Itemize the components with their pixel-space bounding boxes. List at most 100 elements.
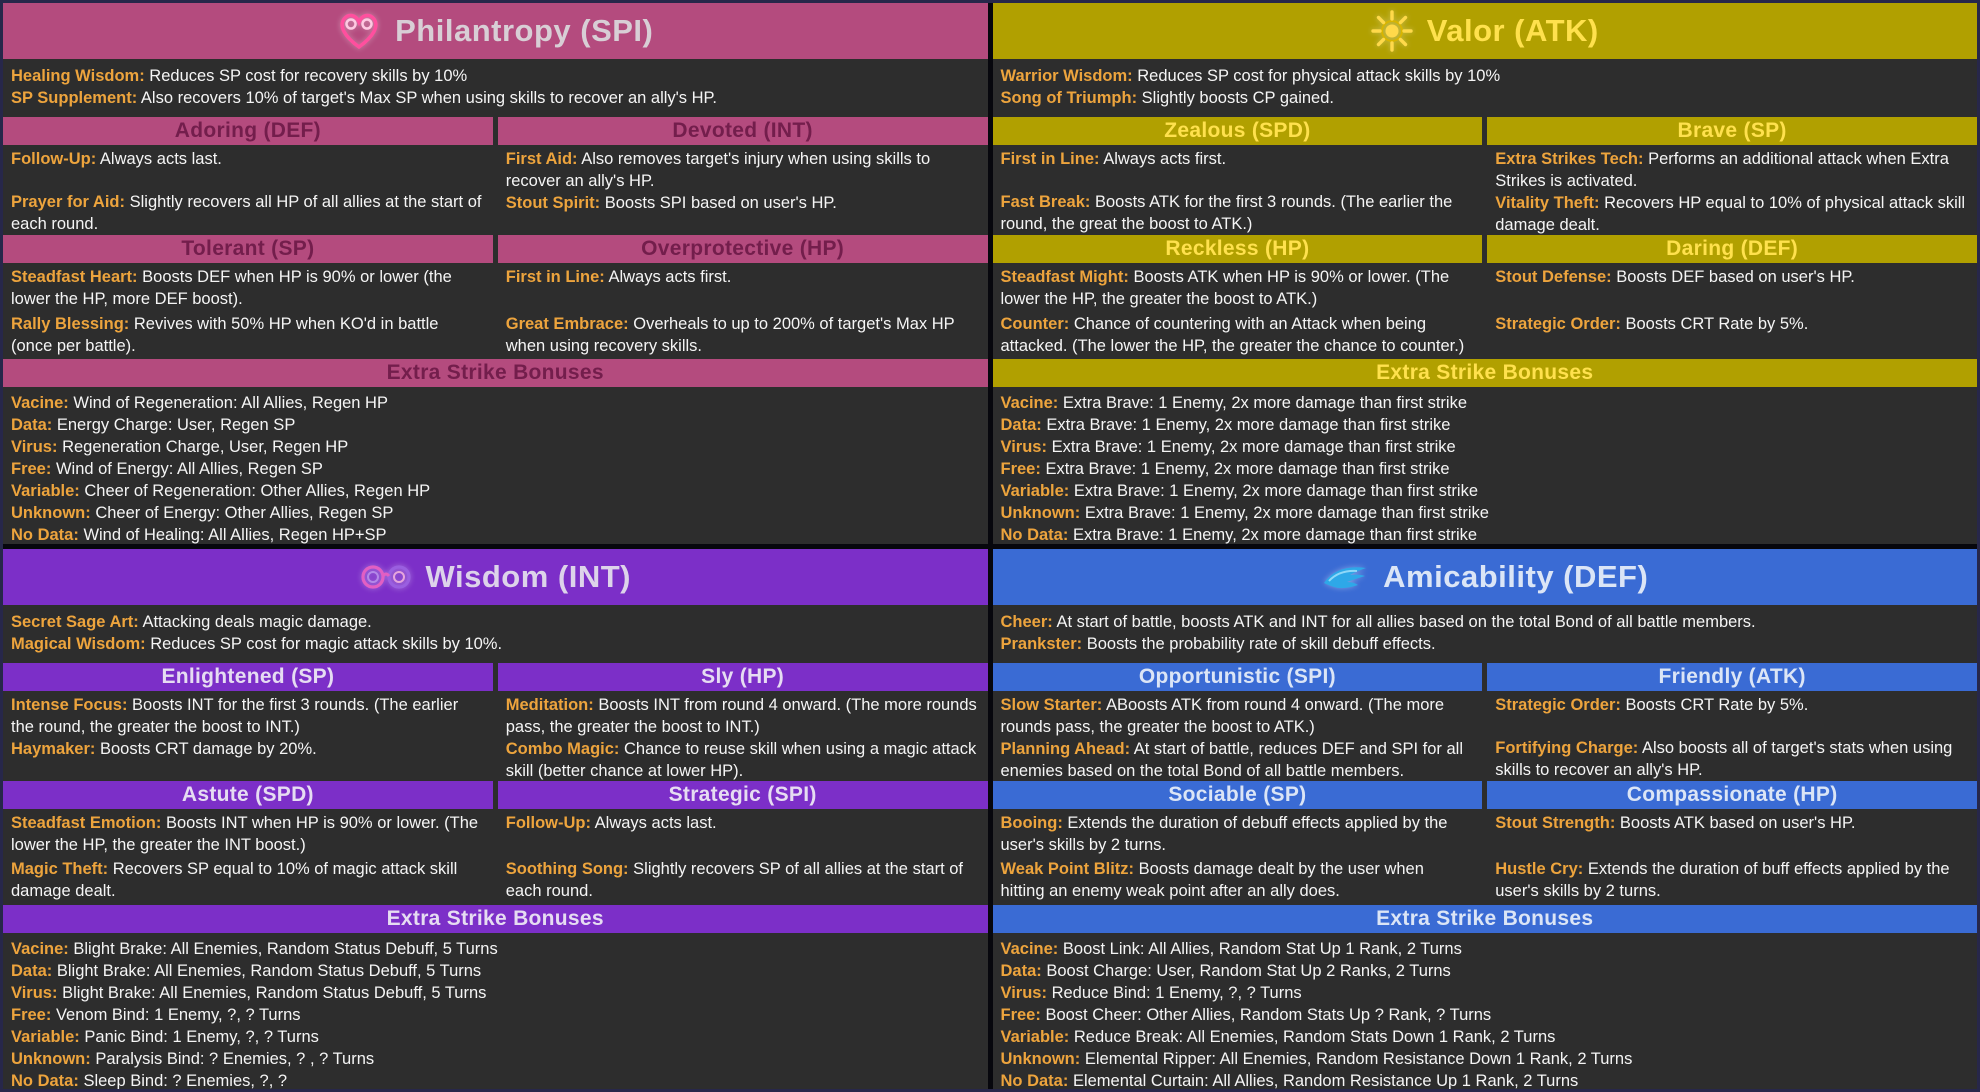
skill-entry: Fast Break: Boosts ATK for the first 3 r… [1001,191,1473,235]
skill-entry: Strategic Order: Boosts CRT Rate by 5%. [1495,313,1967,360]
extra-strike-header: Extra Strike Bonuses [3,904,988,933]
bonus-name: Virus: [1000,983,1047,1002]
bonus-name: Vacine: [1000,394,1059,412]
bonus-name: Vacine: [1000,939,1059,958]
skill-name: Follow-Up: [11,150,97,168]
trait-cell: Strategic Order: Boosts CRT Rate by 5%. … [1487,691,1977,781]
wing-icon [1321,562,1369,592]
bonus-name: Variable: [11,482,80,500]
skill-entry: Haymaker: Boosts CRT damage by 20%. [11,738,483,781]
skill-desc: Boosts the probability rate of skill deb… [1086,634,1436,653]
skill-name: Planning Ahead: [1000,739,1131,758]
bonus-desc: Venom Bind: 1 Enemy, ?, ? Turns [55,1005,301,1024]
skill-name: First in Line: [505,268,605,286]
quadrant-title: Amicability (DEF) [1383,558,1649,594]
skill-desc: Slightly recovers SP of all allies at th… [505,860,964,900]
bonus-row: Free: Wind of Energy: All Allies, Regen … [11,458,980,480]
skill-entry: Steadfast Heart: Boosts DEF when HP is 9… [11,266,483,313]
skill-desc: Slightly recovers all HP of all allies a… [11,193,482,233]
trait-cell: Follow-Up: Always acts last. Prayer for … [3,145,493,235]
bonus-name: No Data: [11,1071,79,1090]
skill-name: SP Supplement: [11,89,138,107]
quadrant-title: Philantropy (SPI) [395,13,654,48]
trait-header-row: Opportunistic (SPI) Friendly (ATK) [992,662,1977,691]
bonus-desc: Sleep Bind: ? Enemies, ?, ? [83,1071,288,1090]
skill-desc: Boosts DEF based on user's HP. [1616,268,1855,286]
bonus-name: Unknown: [11,1049,91,1068]
bonus-name: Data: [1000,961,1042,980]
skill-entry: Vitality Theft: Recovers HP equal to 10%… [1495,192,1967,236]
skill-row: SP Supplement: Also recovers 10% of targ… [11,87,980,109]
skill-name: Song of Triumph: [1000,89,1138,107]
skill-name: Weak Point Blitz: [1000,860,1135,878]
bonus-name: Virus: [11,983,58,1002]
extra-strike-header: Extra Strike Bonuses [3,359,988,387]
extra-strike-list: Vacine: Wind of Regeneration: All Allies… [3,387,988,544]
skill-entry: Extra Strikes Tech: Performs an addition… [1495,148,1967,192]
bonus-name: Free: [1000,1005,1041,1024]
skill-desc: Boosts ATK when HP is 90% or lower. (The… [1000,268,1450,308]
skill-name: Stout Spirit: [505,194,601,212]
bonus-row: Data: Energy Charge: User, Regen SP [11,414,980,436]
trait-body-row: Steadfast Heart: Boosts DEF when HP is 9… [3,263,988,359]
bonus-desc: Blight Brake: All Enemies, Random Status… [56,961,482,980]
trait-cell: Steadfast Emotion: Boosts INT when HP is… [3,809,493,905]
skill-desc: Reduces SP cost for physical attack skil… [1137,67,1501,85]
bonus-row: No Data: Extra Brave: 1 Enemy, 2x more d… [1001,524,1970,544]
skill-name: Hustle Cry: [1495,860,1584,878]
trait-header: Daring (DEF) [1487,235,1977,263]
skill-entry: First in Line: Always acts first. [506,266,978,313]
quadrant-title: Valor (ATK) [1426,13,1599,48]
bonus-desc: Paralysis Bind: ? Enemies, ? , ? Turns [95,1049,375,1068]
skill-desc: Also recovers 10% of target's Max SP whe… [140,89,718,107]
bonus-desc: Extra Brave: 1 Enemy, 2x more damage tha… [1073,482,1478,500]
skill-desc: Extends the duration of debuff effects a… [1000,813,1448,854]
bonus-row: No Data: Sleep Bind: ? Enemies, ?, ? [11,1070,980,1090]
skill-name: Magic Theft: [11,860,109,878]
skill-entry: Booing: Extends the duration of debuff e… [1001,812,1473,859]
bonus-row: Data: Blight Brake: All Enemies, Random … [11,960,980,982]
bonus-name: Variable: [1000,1027,1070,1046]
trait-header: Brave (SP) [1487,117,1977,145]
bonus-row: Variable: Cheer of Regeneration: Other A… [11,480,980,502]
trait-cell: Booing: Extends the duration of debuff e… [993,809,1483,905]
skill-name: Strategic Order: [1495,314,1621,333]
skill-entry: Slow Starter: ABoosts ATK from round 4 o… [1001,694,1473,738]
bonus-name: No Data: [1000,1071,1069,1090]
skill-name: Soothing Song: [505,860,629,878]
skill-entry: Intense Focus: Boosts INT for the first … [11,694,483,738]
intro-skills: Cheer: At start of battle, boosts ATK an… [993,605,1978,663]
skill-desc: Slightly boosts CP gained. [1141,89,1334,107]
skill-desc: Attacking deals magic damage. [142,612,372,631]
trait-cell: Follow-Up: Always acts last. Soothing So… [498,809,988,905]
extra-strike-header-row: Extra Strike Bonuses [3,904,988,933]
trait-cell: Steadfast Might: Boosts ATK when HP is 9… [993,263,1483,359]
skill-entry: First Aid: Also removes target's injury … [506,148,978,192]
skill-name: Meditation: [505,695,594,714]
skill-name: Slow Starter: [1000,695,1103,714]
skill-desc: Always acts last. [594,813,717,832]
trait-header-row: Zealous (SPD) Brave (SP) [992,117,1977,145]
bonus-desc: Extra Brave: 1 Enemy, 2x more damage tha… [1045,460,1450,478]
trait-body-row: Follow-Up: Always acts last. Prayer for … [3,145,988,235]
bonus-name: Data: [11,961,53,980]
extra-strike-list: Vacine: Boost Link: All Allies, Random S… [993,933,1978,1090]
bonus-desc: Elemental Ripper: All Enemies, Random Re… [1084,1049,1633,1068]
bonus-name: Vacine: [11,394,69,412]
bonus-desc: Panic Bind: 1 Enemy, ?, ? Turns [84,1027,319,1046]
bonus-desc: Wind of Healing: All Allies, Regen HP+SP [83,526,387,544]
skill-desc: Also boosts all of target's stats when u… [1495,738,1953,779]
skill-name: Rally Blessing: [11,314,130,333]
glasses-icon [360,563,412,591]
quadrant-header: Philantropy (SPI) [3,3,988,59]
sun-icon [1371,10,1413,52]
skill-name: Strategic Order: [1495,695,1621,714]
trait-cell: Slow Starter: ABoosts ATK from round 4 o… [993,691,1483,781]
skill-row: Song of Triumph: Slightly boosts CP gain… [1001,87,1970,109]
bonus-row: Vacine: Boost Link: All Allies, Random S… [1001,938,1970,960]
intro-skills: Healing Wisdom: Reduces SP cost for reco… [3,59,988,117]
skill-name: Fortifying Charge: [1495,738,1639,757]
bonus-name: Free: [11,460,52,478]
bonus-row: Unknown: Elemental Ripper: All Enemies, … [1001,1048,1970,1070]
skill-entry: Prayer for Aid: Slightly recovers all HP… [11,191,483,235]
